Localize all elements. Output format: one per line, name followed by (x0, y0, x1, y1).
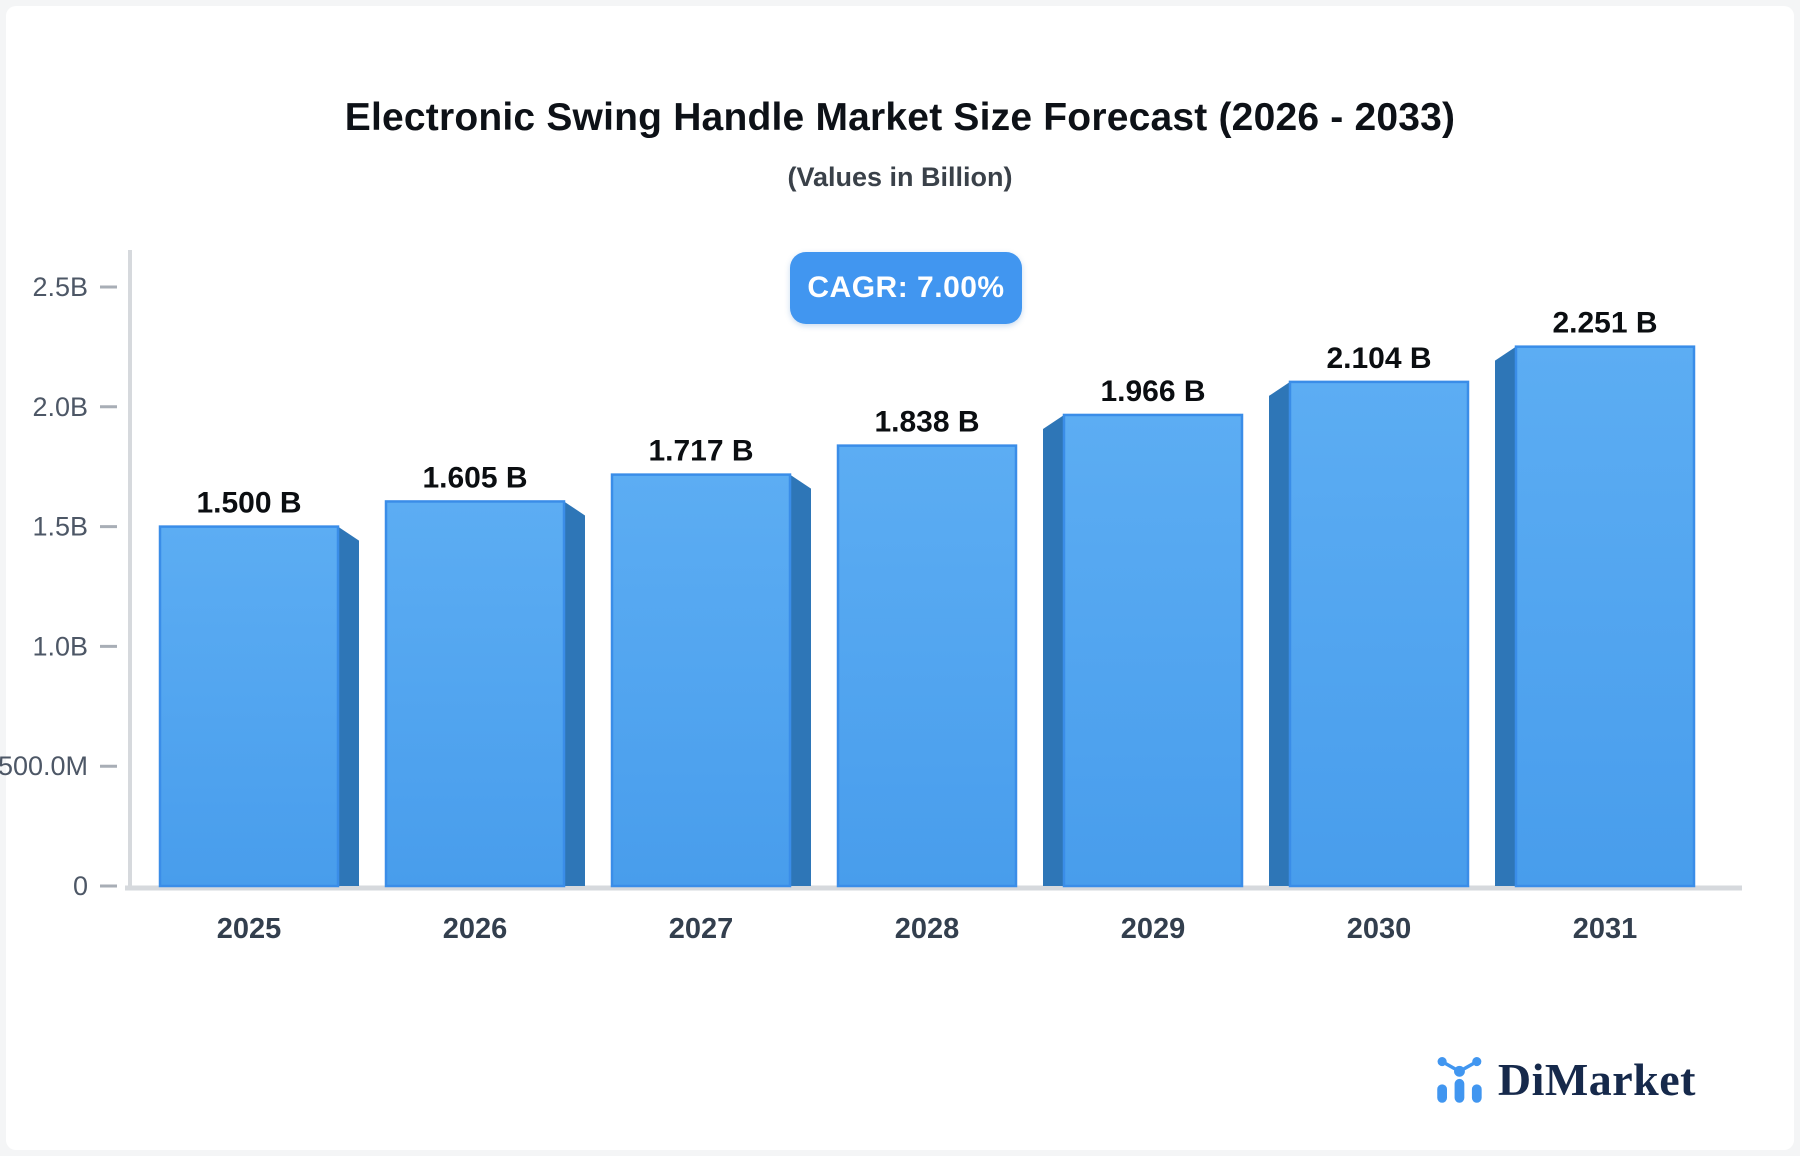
x-axis-category-label: 2029 (1121, 913, 1186, 945)
bar-side-face (1269, 381, 1290, 886)
bar-value-label: 1.500 B (196, 487, 301, 520)
bar-value-label: 1.717 B (648, 435, 753, 468)
x-axis-category-label: 2030 (1347, 913, 1412, 945)
chart-subtitle: (Values in Billion) (787, 162, 1013, 192)
x-axis-category-label: 2025 (217, 913, 282, 945)
cagr-badge-label: CAGR: 7.00% (807, 271, 1005, 304)
y-axis-tick-label: 2.0B (32, 392, 88, 422)
bar (836, 444, 1018, 888)
bar-side-face (338, 526, 359, 886)
bar-line-chart-icon (1437, 1056, 1482, 1103)
bar (1514, 345, 1696, 888)
bar-value-label: 1.838 B (874, 406, 979, 439)
bar (1062, 413, 1244, 888)
bar-side-face (790, 474, 811, 886)
x-axis-category-label: 2031 (1573, 913, 1638, 945)
y-axis-tick-label: 1.0B (32, 631, 88, 661)
brand-logo: DiMarket (1434, 1053, 1696, 1106)
bar-value-label: 2.251 B (1552, 307, 1657, 340)
bar-side-face (564, 501, 585, 886)
y-axis-tick-label: 2.5B (32, 272, 88, 302)
y-axis-tick-label: 1.5B (32, 512, 88, 542)
cagr-badge: CAGR: 7.00% (790, 252, 1022, 324)
bar (610, 473, 792, 888)
bar-value-label: 1.605 B (422, 461, 527, 494)
bar-side-face (1043, 414, 1064, 886)
bar-value-label: 1.966 B (1100, 375, 1205, 408)
brand-name: DiMarket (1497, 1054, 1696, 1105)
x-axis-category-label: 2026 (443, 913, 508, 945)
bar (1288, 380, 1470, 888)
y-axis-tick-label: 500.0M (0, 751, 88, 781)
bar (384, 500, 566, 888)
bar-value-label: 2.104 B (1326, 342, 1431, 375)
x-axis-category-label: 2027 (669, 913, 734, 945)
chart-title: Electronic Swing Handle Market Size Fore… (344, 96, 1456, 139)
x-axis-category-label: 2028 (895, 913, 960, 945)
bar-side-face (1495, 346, 1516, 886)
bar (158, 525, 340, 888)
y-axis-tick-label: 0 (73, 871, 88, 901)
